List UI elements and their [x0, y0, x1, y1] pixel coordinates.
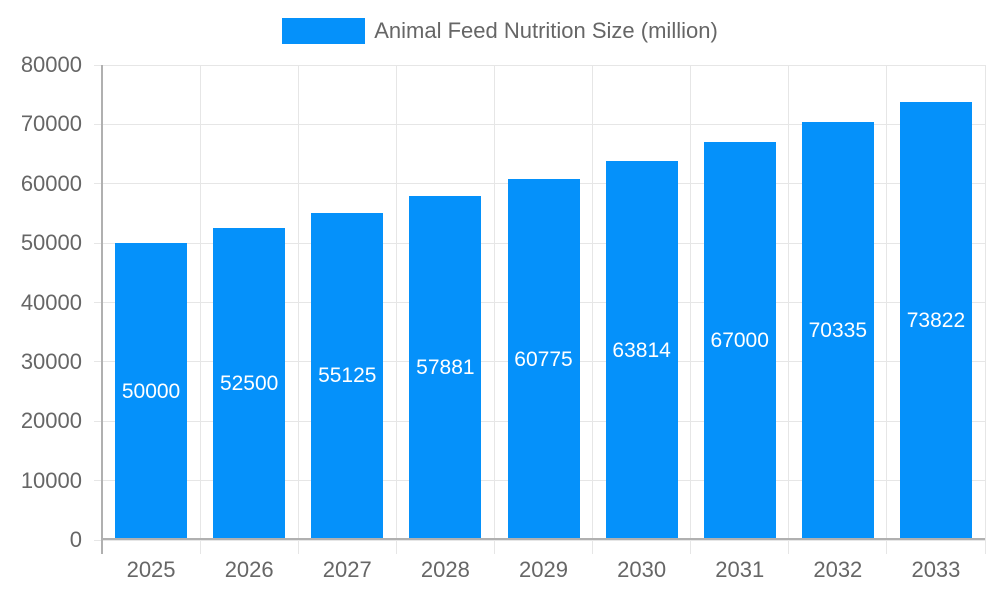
x-gridline [788, 65, 790, 554]
y-axis-tick-label: 60000 [20, 170, 82, 196]
bar-value-label: 50000 [121, 379, 181, 403]
y-axis-tick-label: 70000 [20, 111, 82, 137]
bar-2028[interactable] [409, 196, 482, 540]
bar-value-label: 67000 [710, 329, 769, 353]
x-axis-tick-label: 2026 [224, 557, 274, 582]
bar-value-label: 73822 [906, 308, 966, 332]
bar-2032[interactable] [801, 122, 874, 540]
bar-value-label: 52500 [219, 372, 279, 396]
y-axis-tick-label: 30000 [20, 348, 82, 374]
bar-2026[interactable] [213, 228, 286, 540]
y-axis-tick-label: 40000 [20, 289, 82, 315]
x-gridline [592, 65, 594, 554]
x-gridline [297, 65, 299, 554]
y-axis-tick-label: 80000 [20, 52, 82, 77]
x-axis-tick-label: 2032 [813, 557, 863, 582]
y-axis-tick-label: 10000 [20, 467, 82, 493]
bar-2029[interactable] [507, 179, 580, 540]
chart-legend[interactable]: Animal Feed Nutrition Size (million) [0, 18, 1000, 44]
x-axis-tick-label: 2029 [519, 557, 568, 582]
x-axis-tick-label: 2027 [322, 557, 372, 582]
bar-value-label: 60775 [514, 347, 573, 371]
y-axis-line [101, 65, 103, 554]
x-axis-line [102, 538, 985, 540]
legend-swatch-icon [282, 18, 366, 44]
bar-2033[interactable] [899, 101, 972, 540]
x-gridline [984, 65, 986, 554]
x-axis-tick-label: 2028 [420, 557, 470, 582]
x-gridline [493, 65, 495, 554]
x-gridline [886, 65, 888, 554]
x-gridline [690, 65, 692, 554]
y-gridline [94, 64, 985, 66]
y-axis-tick-label: 0 [69, 527, 82, 552]
bar-2031[interactable] [703, 142, 776, 540]
y-axis-tick-label: 50000 [20, 230, 82, 256]
x-axis-tick-label: 2033 [911, 557, 961, 582]
bar-value-label: 57881 [416, 356, 475, 380]
legend-label: Animal Feed Nutrition Size (million) [374, 18, 718, 43]
bar-value-label: 70335 [808, 319, 868, 343]
bar-value-label: 63814 [612, 338, 671, 362]
x-gridline [199, 65, 201, 554]
y-axis-tick-label: 20000 [20, 408, 82, 434]
x-axis-tick-label: 2030 [617, 557, 667, 582]
y-gridline [94, 539, 985, 541]
bar-2030[interactable] [605, 161, 678, 540]
y-gridline [94, 123, 985, 125]
x-axis-tick-label: 2031 [715, 557, 765, 582]
x-gridline [395, 65, 397, 554]
bar-2027[interactable] [311, 212, 384, 540]
bar-value-label: 55125 [318, 364, 377, 388]
bar-2025[interactable] [115, 243, 188, 540]
x-axis-tick-label: 2025 [126, 557, 176, 582]
